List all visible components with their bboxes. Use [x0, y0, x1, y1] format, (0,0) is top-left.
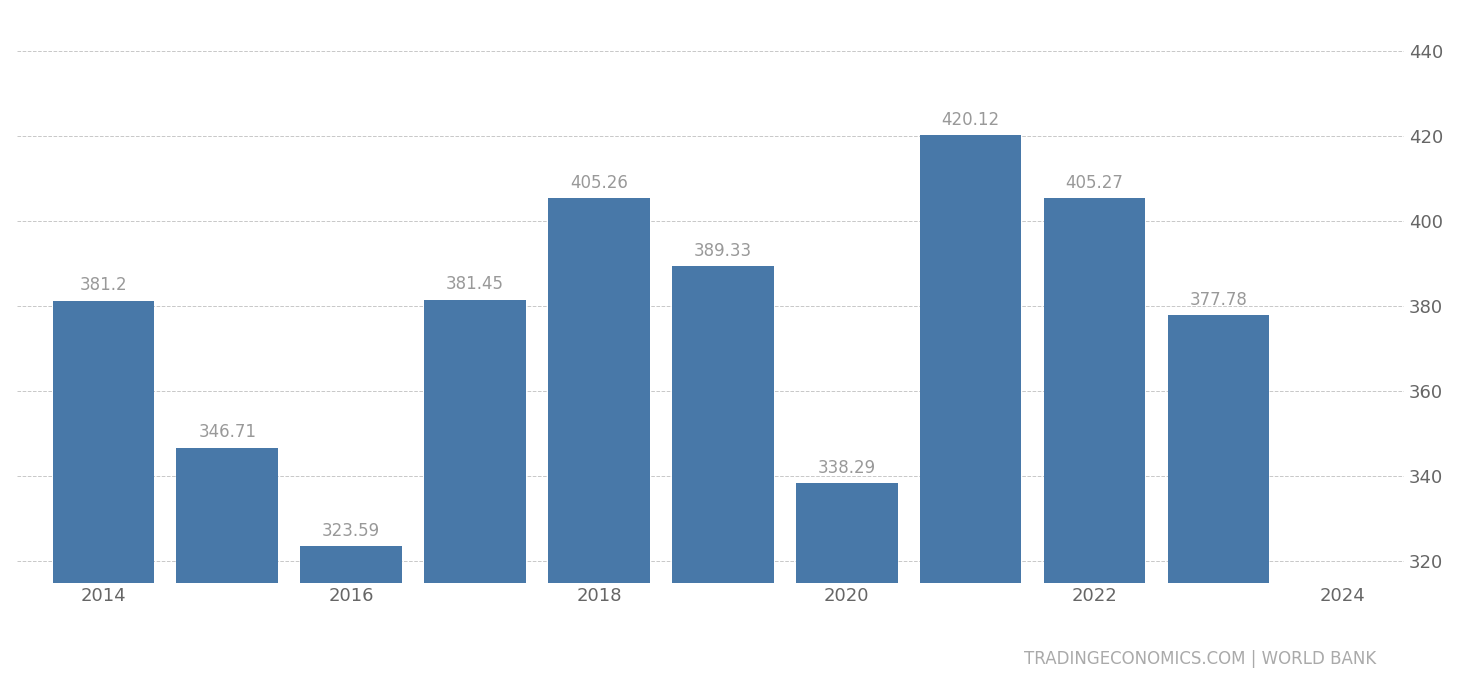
Bar [301, 546, 402, 583]
Text: 381.2: 381.2 [80, 277, 127, 294]
Bar [1168, 316, 1269, 583]
Bar [796, 483, 898, 583]
Text: 346.71: 346.71 [199, 423, 257, 441]
Bar [548, 199, 650, 583]
Text: 420.12: 420.12 [942, 111, 1000, 129]
Text: 405.27: 405.27 [1066, 174, 1123, 192]
Bar [425, 300, 526, 583]
Text: 405.26: 405.26 [569, 174, 628, 192]
Text: 338.29: 338.29 [818, 459, 876, 477]
Bar [1044, 199, 1145, 583]
Bar [672, 267, 774, 583]
Text: 377.78: 377.78 [1190, 291, 1247, 309]
Bar [53, 301, 155, 583]
Bar [920, 135, 1022, 583]
Text: 389.33: 389.33 [694, 242, 752, 260]
Bar [177, 447, 277, 583]
Text: 323.59: 323.59 [323, 522, 380, 539]
Text: TRADINGECONOMICS.COM | WORLD BANK: TRADINGECONOMICS.COM | WORLD BANK [1025, 650, 1377, 668]
Text: 381.45: 381.45 [447, 275, 504, 293]
